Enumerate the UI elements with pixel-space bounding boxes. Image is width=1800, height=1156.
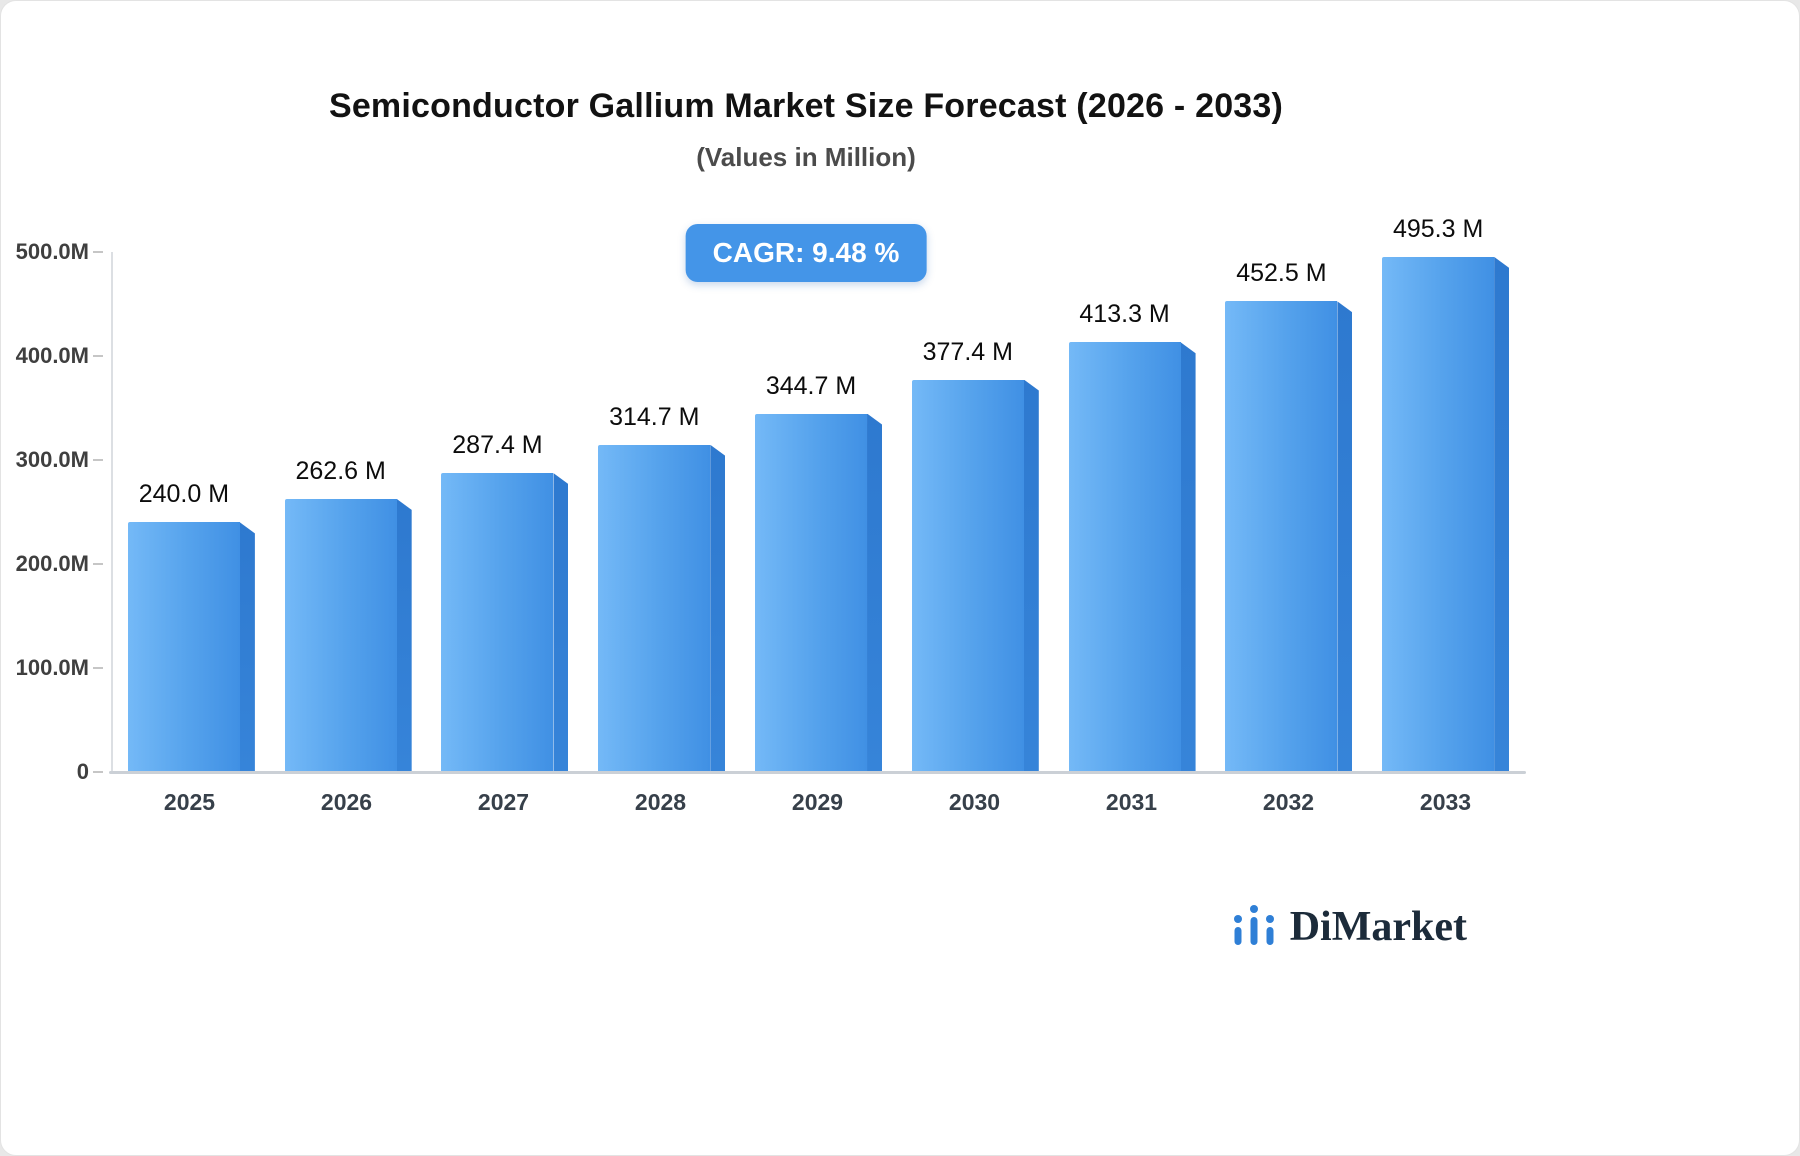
y-axis-label: 500.0M [15,239,89,264]
bar-side-face [1023,379,1039,772]
bar-value-label: 314.7 M [609,402,700,431]
bar: 413.3 M [1068,300,1196,772]
bar: 287.4 M [441,431,569,772]
bar-value-label: 240.0 M [138,480,230,509]
bar: 344.7 M [755,372,883,772]
bars-container: 240.0 M 262.6 M 287.4 M 314.7 M 344.7 M 377.4… [113,215,1524,772]
bar: 495.3 M [1382,215,1510,772]
bar-chart-logo-icon [1233,905,1274,945]
bar-side-face [710,444,726,772]
bar-column: 413.3 M [1054,252,1211,772]
bar-column: 377.4 M [897,252,1054,772]
brand-name: DiMarket [1289,903,1467,950]
bar-side-face [1180,342,1196,772]
x-axis-label: 2025 [163,789,216,815]
bar-value-label: 452.5 M [1236,259,1327,288]
bar-column: 314.7 M [583,252,740,772]
bar: 314.7 M [598,403,726,772]
chart-header: Semiconductor Gallium Market Size Foreca… [1,87,1611,173]
bar-side-face [1494,256,1510,772]
y-axis: 500.0M 400.0M 300.0M 200.0M 100.0M 0 [1,239,103,784]
chart-title: Semiconductor Gallium Market Size Foreca… [328,87,1284,125]
y-axis-label: 400.0M [15,343,89,368]
bar-side-face [553,473,569,772]
x-axis-label: 2033 [1419,789,1472,815]
y-axis-label: 300.0M [15,447,89,472]
bar-column: 262.6 M [270,252,427,772]
bar-side-face [396,498,412,772]
plot-area: 240.0 M 262.6 M 287.4 M 314.7 M 344.7 M 377.4… [109,215,1526,774]
x-axis-label: 2026 [320,789,373,815]
bar-column: 240.0 M [113,252,270,772]
bar-value-label: 344.7 M [765,371,857,400]
y-axis-label: 100.0M [15,655,89,680]
bar-front-face [127,522,240,772]
x-axis-label: 2027 [477,789,530,815]
bar-column: 452.5 M [1210,252,1367,772]
bar-column: 287.4 M [427,252,584,772]
cagr-badge: CAGR: 9.48 % [685,224,927,282]
bar: 452.5 M [1225,259,1353,772]
bar-column: 495.3 M [1367,215,1524,772]
y-axis-tick [93,667,103,669]
bar-front-face [911,379,1024,772]
x-axis-label: 2028 [634,789,687,815]
brand-logo: DiMarket [1230,901,1467,949]
bar-side-face [867,413,883,772]
bar-value-label: 287.4 M [452,431,543,460]
x-axis-label: 2032 [1262,789,1315,815]
bar: 377.4 M [911,338,1039,772]
bar-side-face [1337,301,1353,772]
bar-column: 344.7 M [740,252,897,772]
x-axis-label: 2029 [791,789,844,815]
bar-front-face [1382,256,1495,772]
chart-subtitle: (Values in Million) [696,142,916,172]
bar-value-label: 413.3 M [1079,300,1170,329]
bar: 240.0 M [127,480,255,772]
x-axis-label: 2030 [948,789,1001,815]
bar-front-face [441,473,554,772]
bar-value-label: 377.4 M [922,337,1013,366]
y-axis-label: 0 [76,759,89,784]
x-axis-label: 2031 [1105,789,1158,815]
bar-value-label: 495.3 M [1392,214,1484,243]
bar-front-face [1225,301,1338,772]
y-axis-label: 200.0M [15,551,89,576]
y-axis-tick [93,563,103,565]
bar-value-label: 262.6 M [295,456,386,485]
bar: 262.6 M [284,457,412,772]
y-axis-tick [93,355,103,357]
bar-front-face [755,413,868,772]
y-axis-tick [93,459,103,461]
bar-front-face [1068,342,1181,772]
y-axis-tick [93,251,103,253]
bar-side-face [239,522,255,772]
x-axis: 2025 2026 2027 2028 2029 2030 2031 2032 2033 [111,789,1524,816]
bar-front-face [284,498,397,772]
x-axis-baseline [109,771,1526,774]
y-axis-tick [93,771,103,773]
bar-front-face [598,444,711,772]
